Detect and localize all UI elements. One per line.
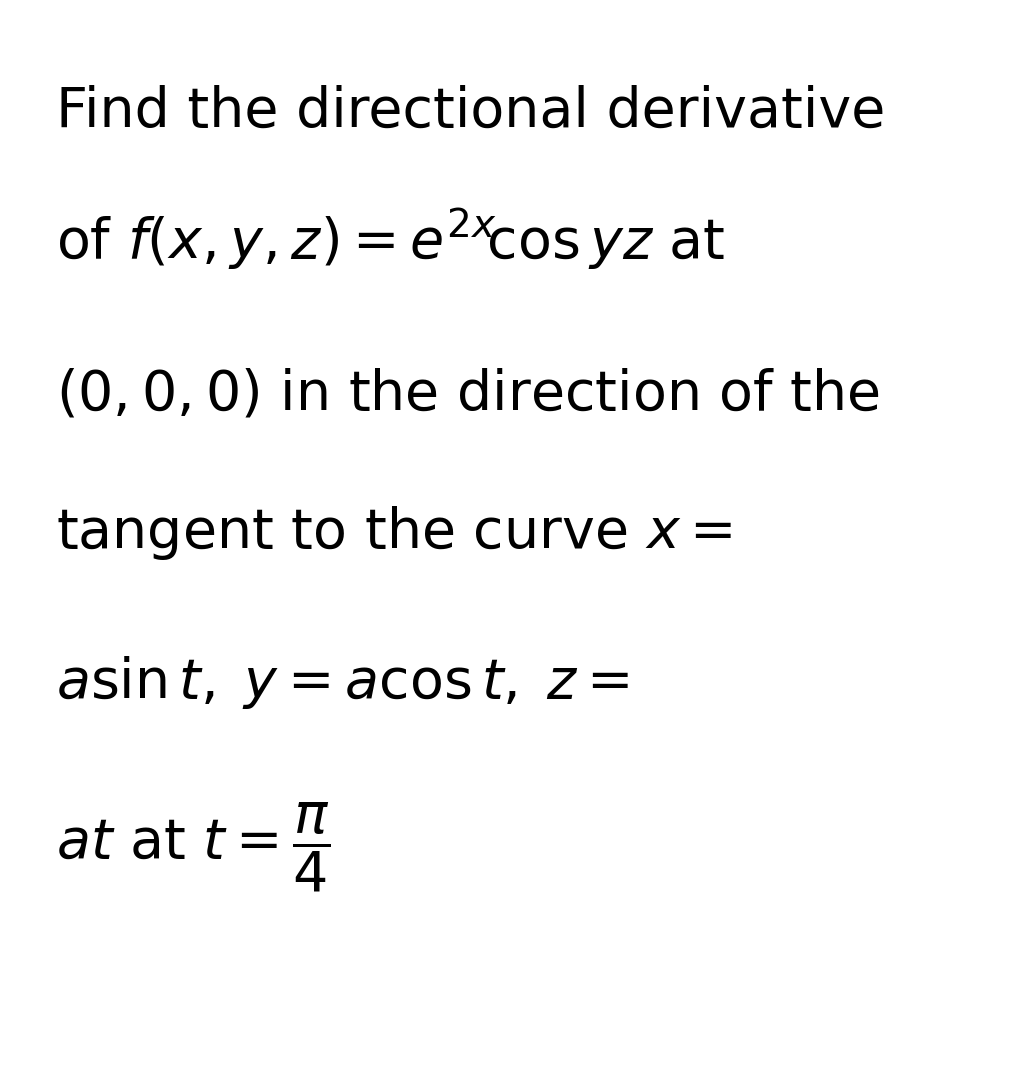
Text: of $f(x, y, z) = e^{2x}\!\cos yz$ at: of $f(x, y, z) = e^{2x}\!\cos yz$ at [56, 207, 726, 273]
Text: Find the directional derivative: Find the directional derivative [56, 85, 886, 139]
Text: $(0, 0, 0)$ in the direction of the: $(0, 0, 0)$ in the direction of the [56, 368, 881, 421]
Text: $at$ at $t = \dfrac{\pi}{4}$: $at$ at $t = \dfrac{\pi}{4}$ [56, 801, 331, 894]
Text: $a \sin t,\; y = a \cos t,\; z =$: $a \sin t,\; y = a \cos t,\; z =$ [56, 653, 630, 711]
Text: tangent to the curve $x =$: tangent to the curve $x =$ [56, 504, 733, 562]
